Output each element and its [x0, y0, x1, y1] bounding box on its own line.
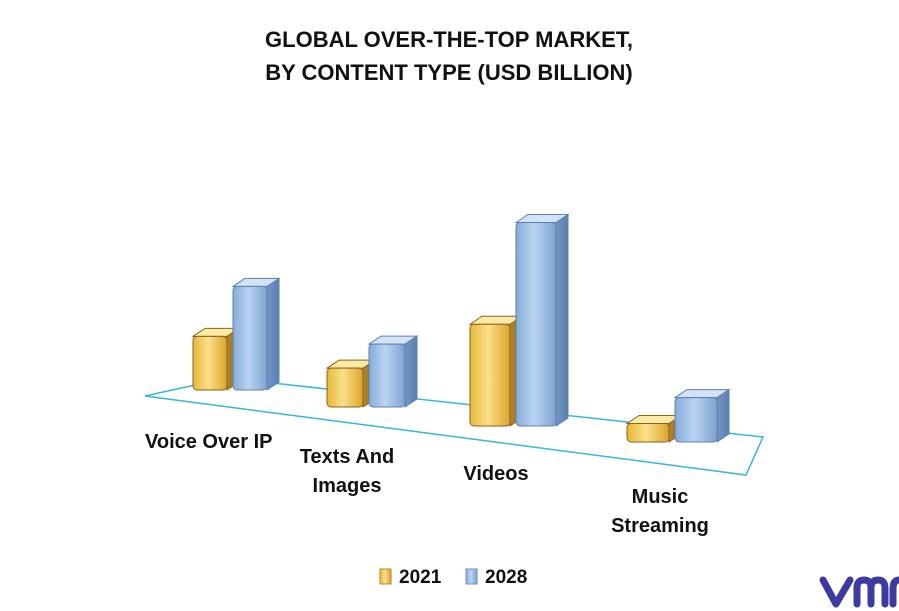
- bar-front: [515, 222, 557, 427]
- category-label-line: Texts And: [300, 446, 394, 468]
- bar-2021-texts-and-images: [325, 359, 377, 408]
- category-label-videos: Videos: [463, 463, 528, 485]
- category-label-line: Music: [632, 486, 689, 508]
- bar-front: [192, 335, 228, 391]
- bar-front: [626, 423, 670, 443]
- category-label-line: Videos: [463, 463, 528, 485]
- bar-2021-videos: [468, 315, 524, 427]
- legend-swatch-2021: [379, 568, 392, 585]
- category-label-line: Voice Over IP: [145, 431, 272, 453]
- legend-label-2021: 2021: [399, 567, 442, 588]
- bar-side: [266, 277, 280, 391]
- bar-front: [674, 397, 718, 443]
- legend: 2021 2028: [379, 567, 527, 588]
- category-label-texts-and-images: Texts And Images: [300, 446, 394, 497]
- bar-side: [716, 388, 730, 443]
- bar-2021-music-streaming: [625, 414, 683, 443]
- category-label-voice-over-ip: Voice Over IP: [145, 431, 272, 453]
- vmr-logo: [819, 576, 899, 608]
- legend-item-2021: 2021: [379, 567, 442, 588]
- bar-2021-voice-over-ip: [191, 327, 241, 391]
- bar-front: [326, 367, 364, 408]
- bar-front: [469, 323, 511, 427]
- category-label-music-streaming: Music Streaming: [611, 486, 709, 537]
- bar-side: [555, 213, 569, 427]
- bar-2028-voice-over-ip: [231, 277, 281, 391]
- bar-2028-videos: [514, 213, 570, 427]
- chart-title: GLOBAL OVER-THE-TOP MARKET,: [265, 27, 633, 52]
- bars-layer: [191, 213, 731, 443]
- category-label-line: Images: [313, 475, 382, 497]
- legend-label-2028: 2028: [485, 567, 527, 588]
- category-labels: Voice Over IP Texts And Images Videos Music S…: [145, 431, 709, 537]
- bar-front: [368, 343, 406, 408]
- bar-2028-texts-and-images: [367, 335, 419, 408]
- bar-2028-music-streaming: [673, 388, 731, 443]
- legend-item-2028: 2028: [465, 567, 527, 588]
- chart-subtitle: BY CONTENT TYPE (USD BILLION): [265, 60, 633, 85]
- bar-front: [232, 285, 268, 391]
- category-label-line: Streaming: [611, 515, 709, 537]
- bar-side: [404, 335, 418, 408]
- legend-swatch-2028: [465, 568, 478, 585]
